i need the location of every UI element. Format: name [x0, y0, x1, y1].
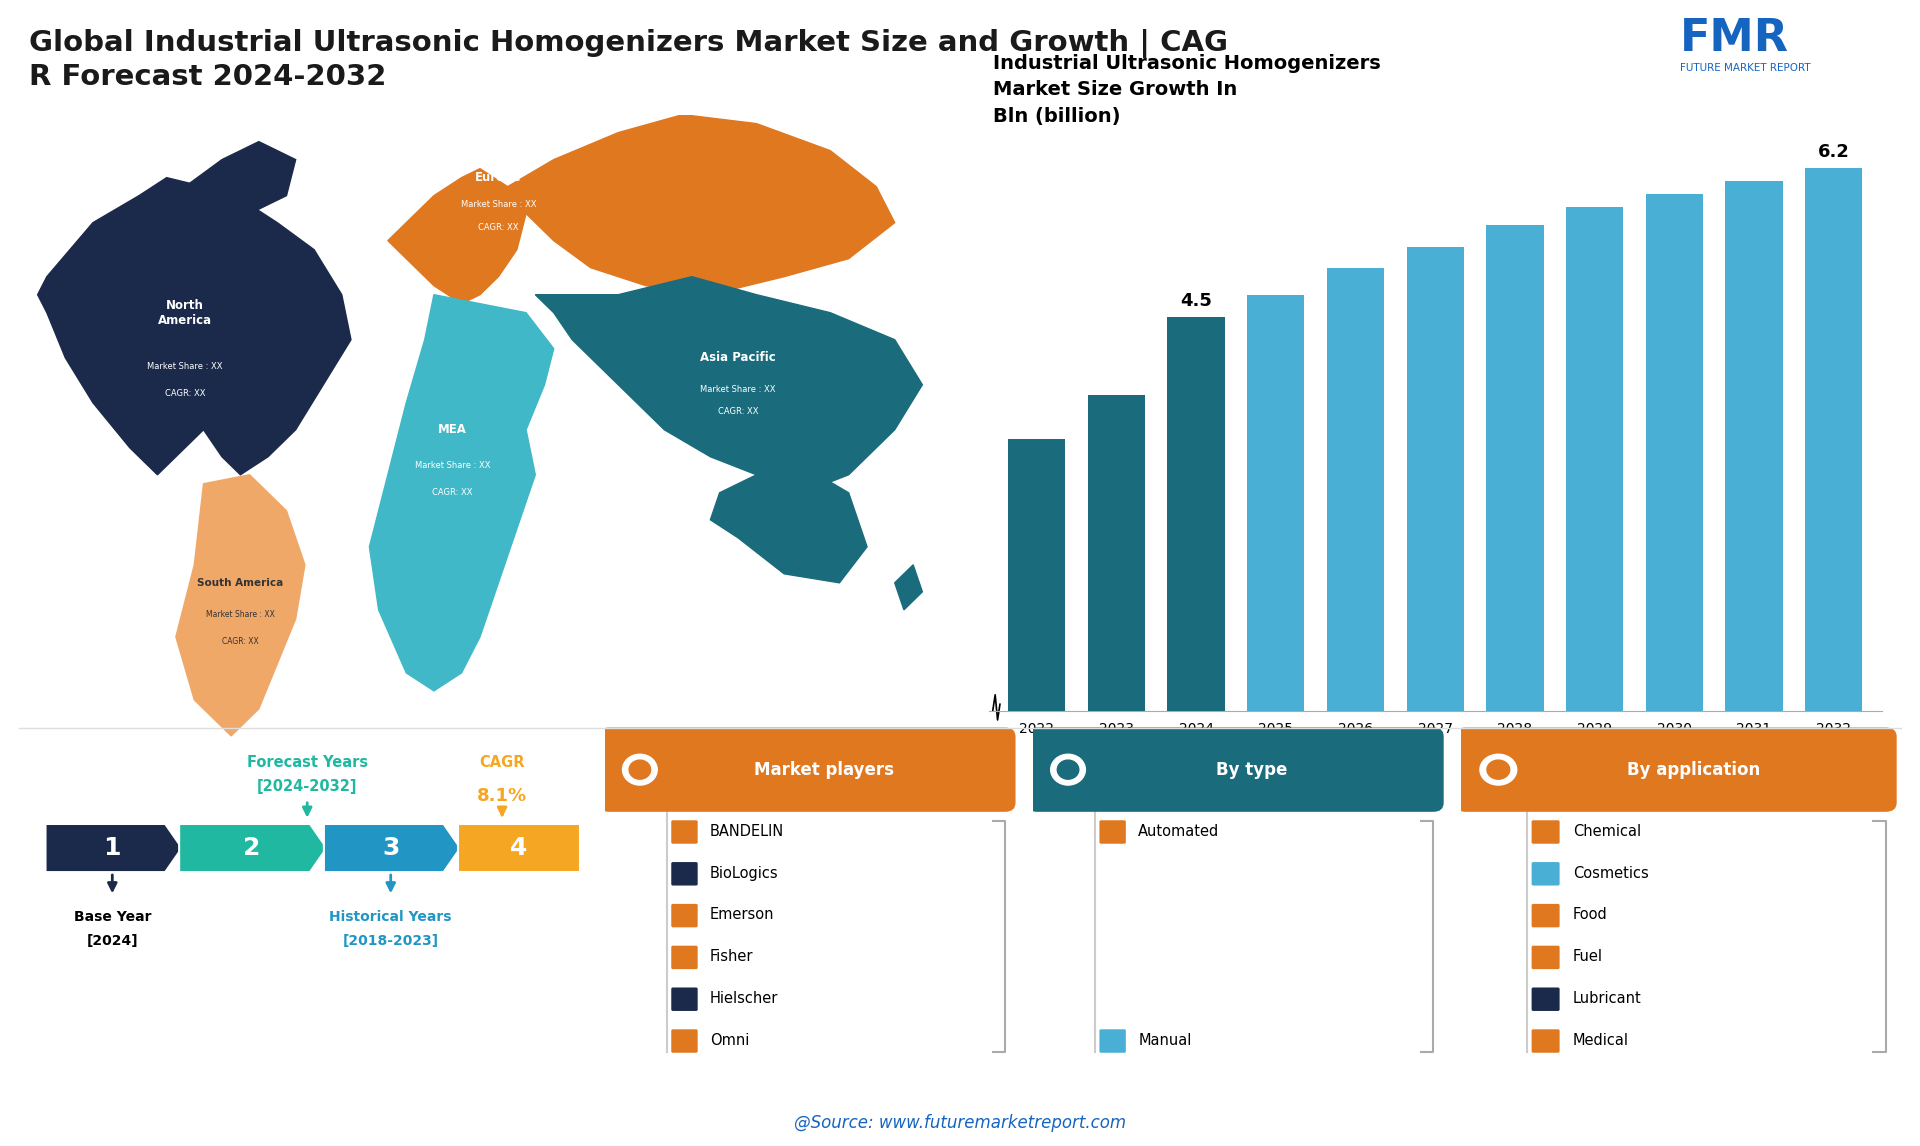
Text: Historical Years: Historical Years [330, 910, 451, 924]
Polygon shape [388, 168, 526, 304]
Polygon shape [536, 276, 922, 493]
Polygon shape [177, 474, 305, 736]
Bar [1407, 246, 1463, 711]
Text: North
America: North America [157, 299, 211, 327]
Text: Market Share : XX: Market Share : XX [205, 610, 275, 619]
Text: Market Share : XX: Market Share : XX [701, 385, 776, 394]
Text: Food: Food [1572, 908, 1607, 923]
FancyBboxPatch shape [1532, 821, 1559, 843]
Bar [1486, 225, 1544, 711]
Text: Emerson: Emerson [710, 908, 774, 923]
Bar [1726, 181, 1784, 711]
Polygon shape [38, 178, 351, 474]
Text: Market Share : XX: Market Share : XX [415, 462, 490, 470]
Circle shape [622, 754, 657, 785]
Circle shape [630, 760, 651, 779]
FancyBboxPatch shape [1532, 988, 1559, 1011]
FancyBboxPatch shape [672, 862, 697, 886]
Text: 8.1%: 8.1% [476, 787, 528, 806]
Text: Industrial Ultrasonic Homogenizers
Market Size Growth In
Bln (billion): Industrial Ultrasonic Homogenizers Marke… [993, 54, 1380, 126]
FancyBboxPatch shape [672, 821, 697, 843]
Text: Fuel: Fuel [1572, 949, 1603, 964]
Text: CAGR: XX: CAGR: XX [718, 407, 758, 416]
Polygon shape [507, 115, 895, 295]
FancyBboxPatch shape [672, 945, 697, 970]
Bar [1248, 295, 1304, 711]
Polygon shape [184, 142, 296, 213]
Text: Fisher: Fisher [710, 949, 753, 964]
FancyBboxPatch shape [1532, 1029, 1559, 1053]
Text: Manual: Manual [1139, 1033, 1192, 1047]
Bar [1167, 316, 1225, 711]
Polygon shape [179, 824, 326, 872]
Text: 4.5: 4.5 [1181, 291, 1212, 309]
FancyBboxPatch shape [672, 1029, 697, 1053]
Bar [1645, 194, 1703, 711]
Text: FUTURE MARKET REPORT: FUTURE MARKET REPORT [1680, 63, 1811, 73]
FancyBboxPatch shape [1532, 862, 1559, 886]
Text: FMR: FMR [1680, 17, 1789, 61]
FancyBboxPatch shape [1455, 728, 1897, 811]
Circle shape [1050, 754, 1085, 785]
Bar [1008, 439, 1066, 711]
Polygon shape [895, 565, 922, 610]
FancyBboxPatch shape [672, 988, 697, 1011]
Polygon shape [457, 824, 580, 872]
Bar [1327, 268, 1384, 711]
Text: BANDELIN: BANDELIN [710, 824, 783, 839]
FancyBboxPatch shape [599, 728, 1016, 811]
Text: Asia Pacific: Asia Pacific [701, 351, 776, 364]
Circle shape [1480, 754, 1517, 785]
Text: 2: 2 [242, 837, 261, 860]
Text: MEA: MEA [438, 423, 467, 437]
Circle shape [1486, 760, 1509, 779]
Text: Forecast Years: Forecast Years [246, 754, 369, 770]
Bar [1567, 207, 1622, 711]
FancyBboxPatch shape [672, 904, 697, 927]
Text: Cosmetics: Cosmetics [1572, 865, 1649, 880]
Text: Market players: Market players [753, 761, 893, 778]
Polygon shape [46, 824, 182, 872]
Text: Lubricant: Lubricant [1572, 991, 1642, 1006]
Text: 4: 4 [511, 837, 528, 860]
Text: 3: 3 [382, 837, 399, 860]
Text: CAGR: XX: CAGR: XX [432, 488, 472, 497]
Text: Omni: Omni [710, 1033, 749, 1047]
Text: By type: By type [1215, 761, 1288, 778]
Bar [1805, 167, 1862, 711]
Text: Base Year: Base Year [73, 910, 152, 924]
Text: Medical: Medical [1572, 1033, 1628, 1047]
Text: CAGR: CAGR [480, 754, 524, 770]
Polygon shape [369, 295, 553, 691]
Text: 1: 1 [104, 837, 121, 860]
FancyBboxPatch shape [1532, 945, 1559, 970]
Text: Chemical: Chemical [1572, 824, 1642, 839]
Text: [2024]: [2024] [86, 934, 138, 948]
Circle shape [1058, 760, 1079, 779]
Text: @Source: www.futuremarketreport.com: @Source: www.futuremarketreport.com [795, 1114, 1125, 1132]
Text: Europe: Europe [474, 171, 522, 185]
FancyBboxPatch shape [1532, 904, 1559, 927]
FancyBboxPatch shape [1100, 1029, 1125, 1053]
Text: Global Industrial Ultrasonic Homogenizers Market Size and Growth | CAG
R Forecas: Global Industrial Ultrasonic Homogenizer… [29, 29, 1227, 92]
Polygon shape [324, 824, 461, 872]
Text: CAGR: XX: CAGR: XX [223, 637, 259, 646]
Text: [2024-2032]: [2024-2032] [257, 778, 357, 794]
Text: BioLogics: BioLogics [710, 865, 780, 880]
Text: Hielscher: Hielscher [710, 991, 778, 1006]
Text: [2018-2023]: [2018-2023] [342, 934, 440, 948]
Text: Market Share : XX: Market Share : XX [148, 362, 223, 371]
Polygon shape [710, 465, 868, 583]
Text: Market Share : XX: Market Share : XX [461, 201, 536, 209]
Text: CAGR: XX: CAGR: XX [165, 390, 205, 398]
Text: Automated: Automated [1139, 824, 1219, 839]
Text: 6.2: 6.2 [1818, 143, 1849, 160]
Bar [1087, 395, 1144, 711]
FancyBboxPatch shape [1100, 821, 1125, 843]
Text: By application: By application [1626, 761, 1761, 778]
FancyBboxPatch shape [1027, 728, 1444, 811]
Text: CAGR: XX: CAGR: XX [478, 222, 518, 231]
Text: South America: South America [198, 578, 284, 588]
